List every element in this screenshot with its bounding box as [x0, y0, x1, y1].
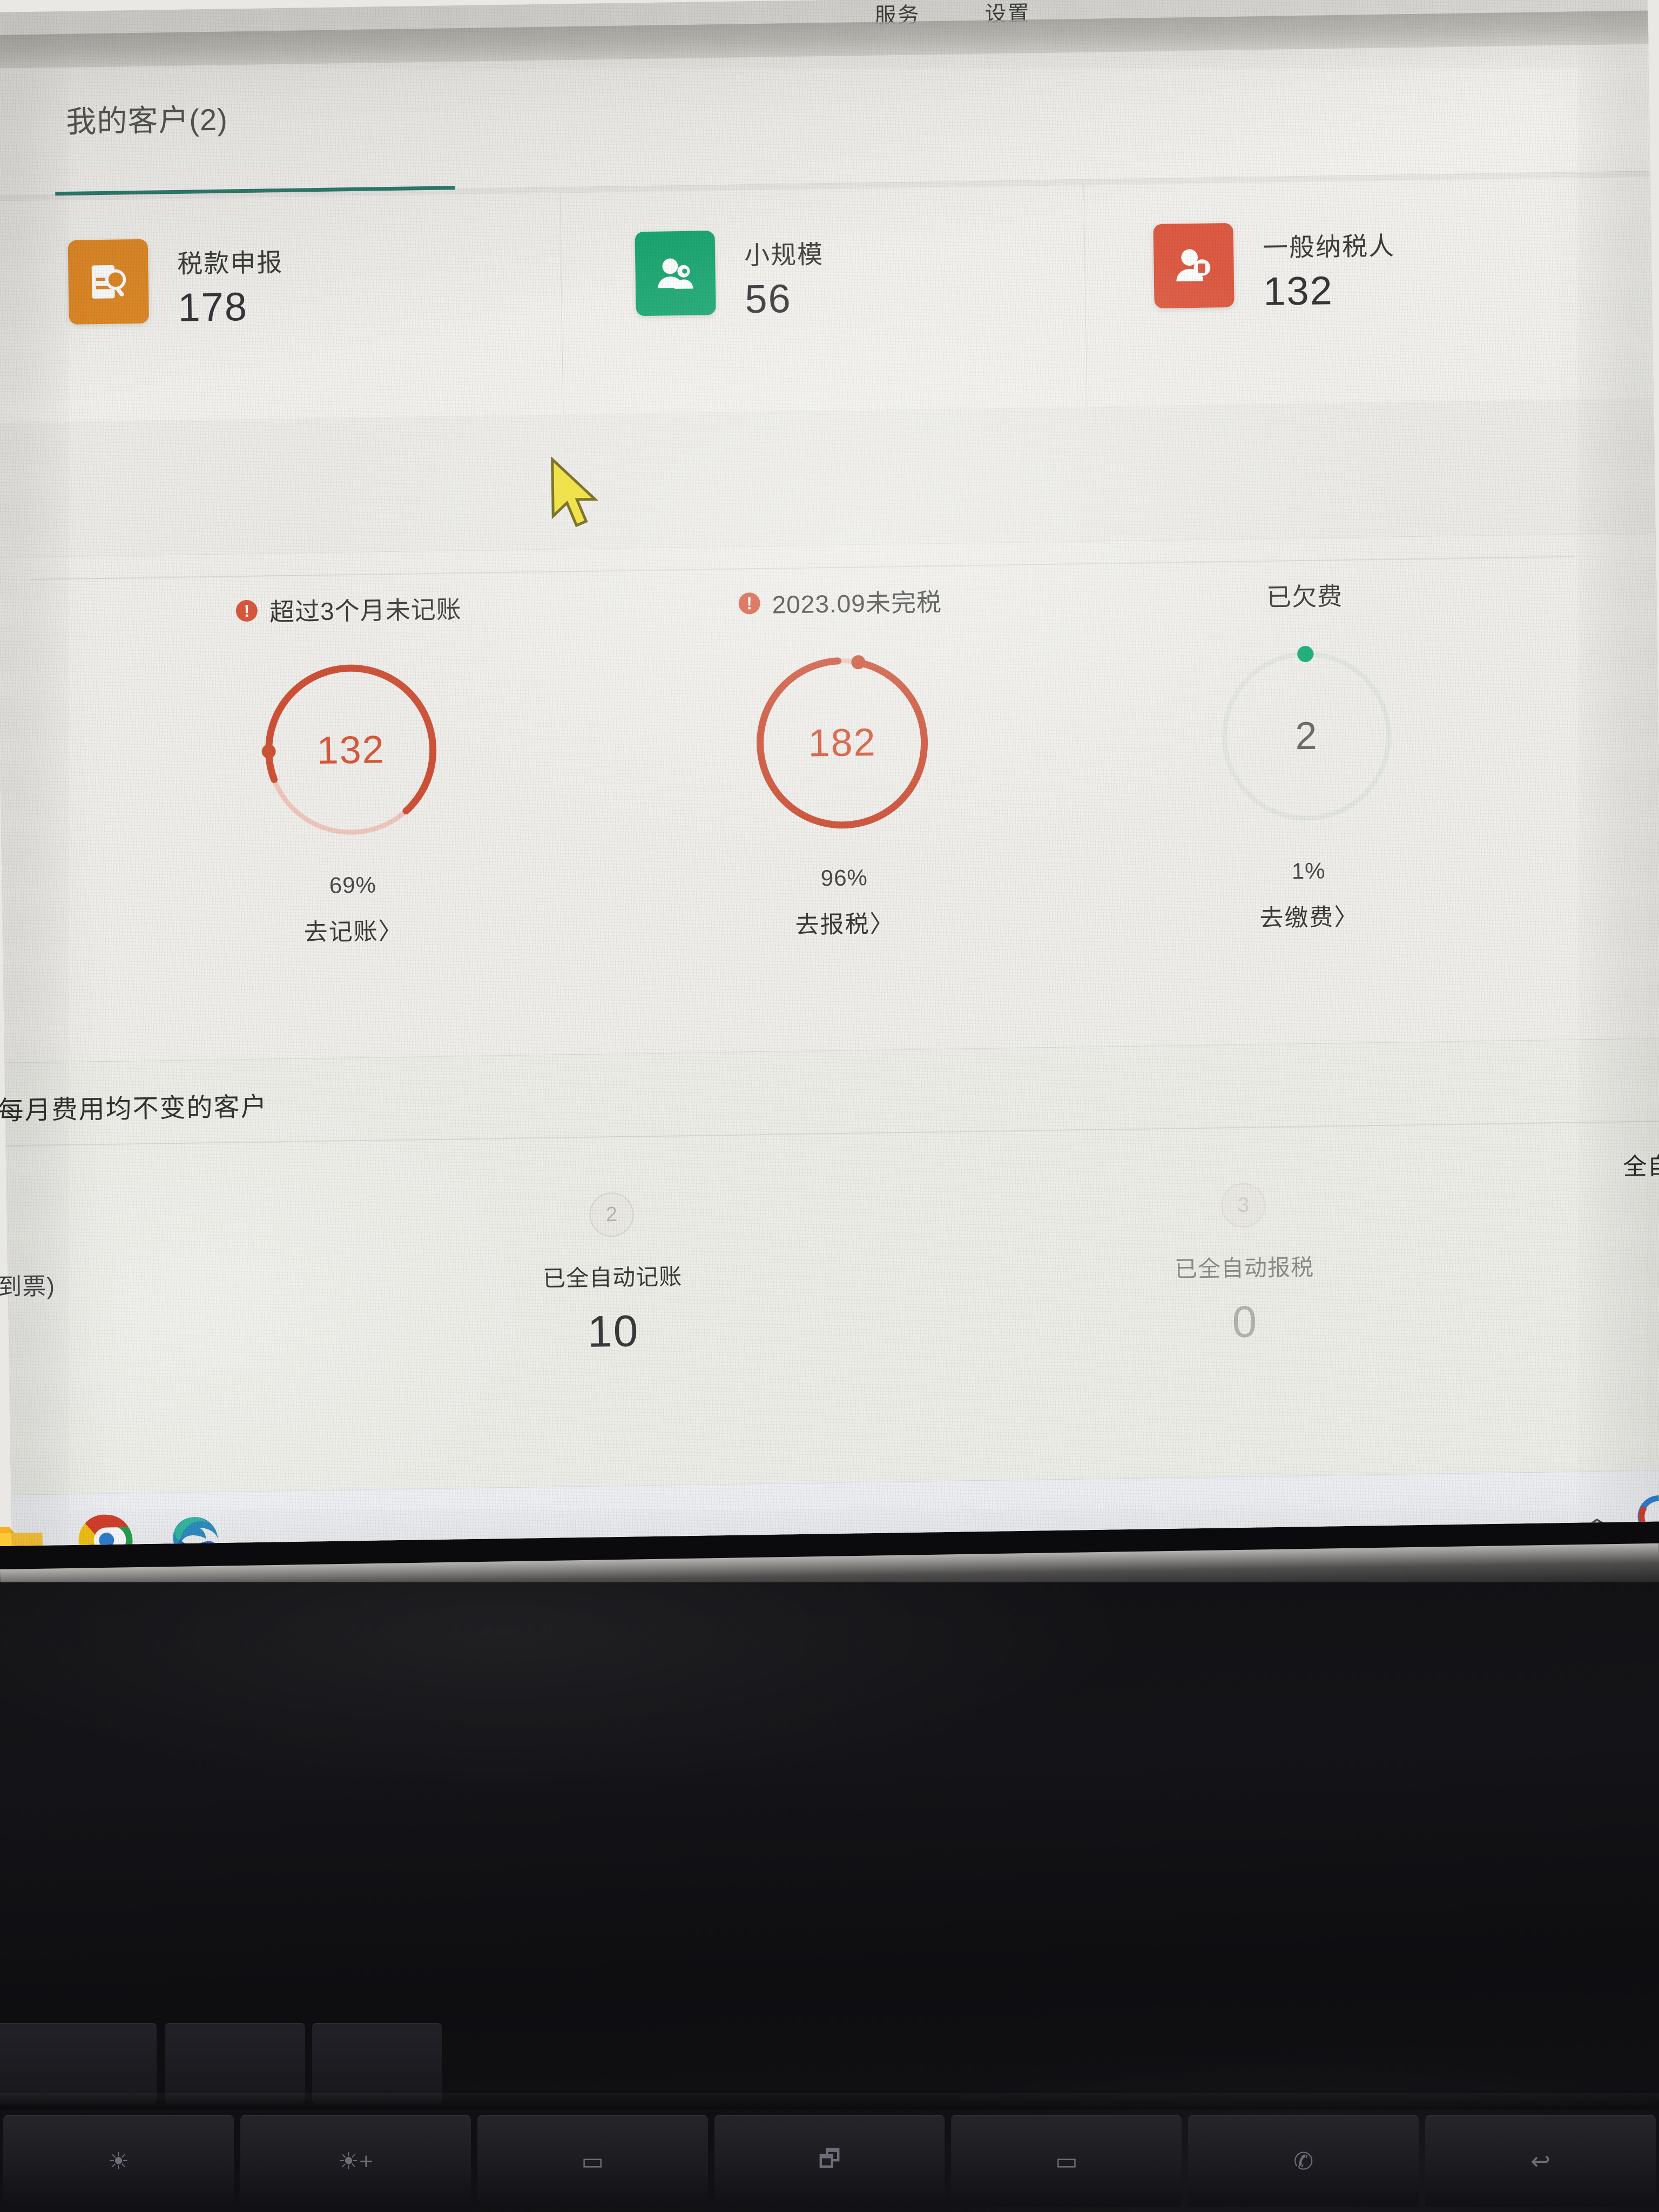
small-scale-taxpayer-icon [635, 231, 716, 316]
donut-card-unpaid-tax[interactable]: ! 2023.09未完税 182 96% 去报税〉 [635, 580, 1050, 942]
auto-filing-item[interactable]: 3 已全自动报税 0 [1076, 1181, 1413, 1347]
fkey-brightness-up[interactable]: ☀+ [240, 2115, 471, 2207]
general-taxpayer-icon [1153, 222, 1235, 309]
donut-percent: 1% [1291, 858, 1326, 884]
donut-link-label: 去报税 [795, 911, 870, 939]
content-gap-band [0, 398, 1656, 558]
tab-bar [0, 44, 1651, 196]
keyboard-sheen [0, 1582, 1659, 2212]
fkey-display-switch[interactable]: ▭ [477, 2115, 708, 2207]
fkey-brightness-down[interactable]: ☀ [3, 2115, 234, 2207]
automation-summary-section: 每月费用均不变的客户 到票) 全自 2 已全自动记账 10 3 已全自动报税 0 [0, 1038, 1659, 1495]
edge-icon[interactable] [167, 1509, 226, 1547]
clipped-left-label: 到票) [0, 1273, 56, 1301]
donut-value: 132 [316, 728, 386, 773]
donut-link-label: 去缴费 [1259, 904, 1334, 932]
donut-value: 2 [1294, 714, 1319, 758]
donut-ring: 2 [1197, 626, 1417, 846]
donut-action-link-payment[interactable]: 去缴费〉 [1259, 898, 1359, 934]
stat-card-label: 税款申报 [177, 247, 284, 278]
donut-card-overdue-fee[interactable]: 已欠费 2 1% 去缴费〉 [1099, 573, 1515, 935]
donut-ring: 132 [241, 640, 461, 860]
fkey-mute[interactable]: ▭ [951, 2115, 1182, 2207]
auto-filing-label: 已全自动报税 [1174, 1254, 1314, 1282]
donut-action-link-filing[interactable]: 去报税〉 [795, 904, 895, 940]
donut-card-unbooked-3months[interactable]: ! 超过3个月未记账 132 69% 去记账〉 [143, 588, 559, 950]
donut-title: 已欠费 [1266, 582, 1343, 612]
donut-value: 182 [807, 720, 877, 765]
donut-ring: 182 [733, 633, 952, 853]
taskbar-pinned-apps [0, 1509, 226, 1547]
stat-card-small-scale[interactable]: 小规模 56 [635, 229, 824, 321]
donut-percent: 69% [329, 872, 377, 898]
donut-link-label: 去记账 [304, 918, 379, 946]
warning-icon: ! [235, 599, 258, 622]
tax-declaration-icon [68, 239, 149, 325]
stat-card-value: 132 [1263, 268, 1334, 314]
section-title: 每月费用均不变的客户 [0, 1092, 268, 1125]
donut-action-link-bookkeeping[interactable]: 去记账〉 [304, 912, 403, 948]
chevron-right-icon: 〉 [378, 918, 404, 945]
auto-filing-value: 0 [1232, 1297, 1259, 1347]
step-badge-icon: 3 [1220, 1183, 1266, 1228]
chevron-right-icon: 〉 [1334, 903, 1359, 931]
key-block [0, 2023, 157, 2104]
stat-card-label: 一般纳税人 [1262, 231, 1395, 262]
stat-card-tax-declaration[interactable]: 税款申报 178 [68, 237, 284, 330]
fkey-call[interactable]: ✆ [1188, 2115, 1419, 2207]
warning-icon: ! [738, 592, 760, 615]
donut-header: ! 2023.09未完税 [738, 582, 942, 623]
card-divider [559, 193, 564, 415]
windows-taskbar: ︿ [0, 1470, 1659, 1547]
stat-card-general-taxpayer[interactable]: 一般纳税人 132 [1153, 220, 1395, 314]
monitor-screen: 服务 设置 我的客户(2) [0, 0, 1659, 1547]
file-explorer-icon[interactable] [0, 1512, 46, 1547]
clipped-right-label: 全自 [1623, 1153, 1659, 1181]
card-divider [1083, 185, 1088, 407]
stat-card-value: 56 [744, 276, 792, 322]
donut-title: 超过3个月未记账 [269, 595, 462, 626]
donut-percent: 96% [820, 865, 868, 891]
stat-card-label: 小规模 [744, 240, 824, 270]
risk-metrics-panel: ! 超过3个月未记账 132 69% 去记账〉 [0, 533, 1659, 1063]
donut-header: ! 超过3个月未记账 [235, 589, 462, 630]
fkey-end-call[interactable]: ↩ [1425, 2115, 1656, 2207]
chrome-icon[interactable] [77, 1510, 137, 1547]
show-hidden-icons-chevron-icon[interactable]: ︿ [1582, 1501, 1611, 1534]
key-block [165, 2023, 305, 2104]
section-rule [5, 1121, 1659, 1147]
step-badge-icon: 2 [589, 1192, 635, 1237]
stat-card-value: 178 [177, 284, 248, 330]
auto-bookkeeping-label: 已全自动记账 [542, 1264, 683, 1292]
key-block [312, 2023, 442, 2104]
auto-bookkeeping-value: 10 [587, 1306, 639, 1357]
tab-my-customers[interactable]: 我的客户(2) [65, 102, 228, 139]
donut-header: 已欠费 [1266, 576, 1343, 615]
taskbar-tray: ︿ [1582, 1493, 1659, 1541]
tray-app-icon[interactable] [1635, 1493, 1659, 1540]
function-key-row: ☀ ☀+ ▭ 🗗 ▭ ✆ ↩ [0, 2109, 1659, 2212]
fkey-task-view[interactable]: 🗗 [714, 2115, 945, 2207]
donut-title: 2023.09未完税 [772, 588, 942, 619]
screen-content: 服务 设置 我的客户(2) [0, 0, 1659, 1547]
chevron-right-icon: 〉 [869, 911, 895, 938]
laptop-keyboard-base: ☀ ☀+ ▭ 🗗 ▭ ✆ ↩ [0, 1582, 1659, 2212]
stat-card-row: 税款申报 178 [0, 177, 1654, 423]
key-row-shadow [0, 2093, 1659, 2109]
auto-bookkeeping-item[interactable]: 2 已全自动记账 10 [444, 1190, 781, 1357]
